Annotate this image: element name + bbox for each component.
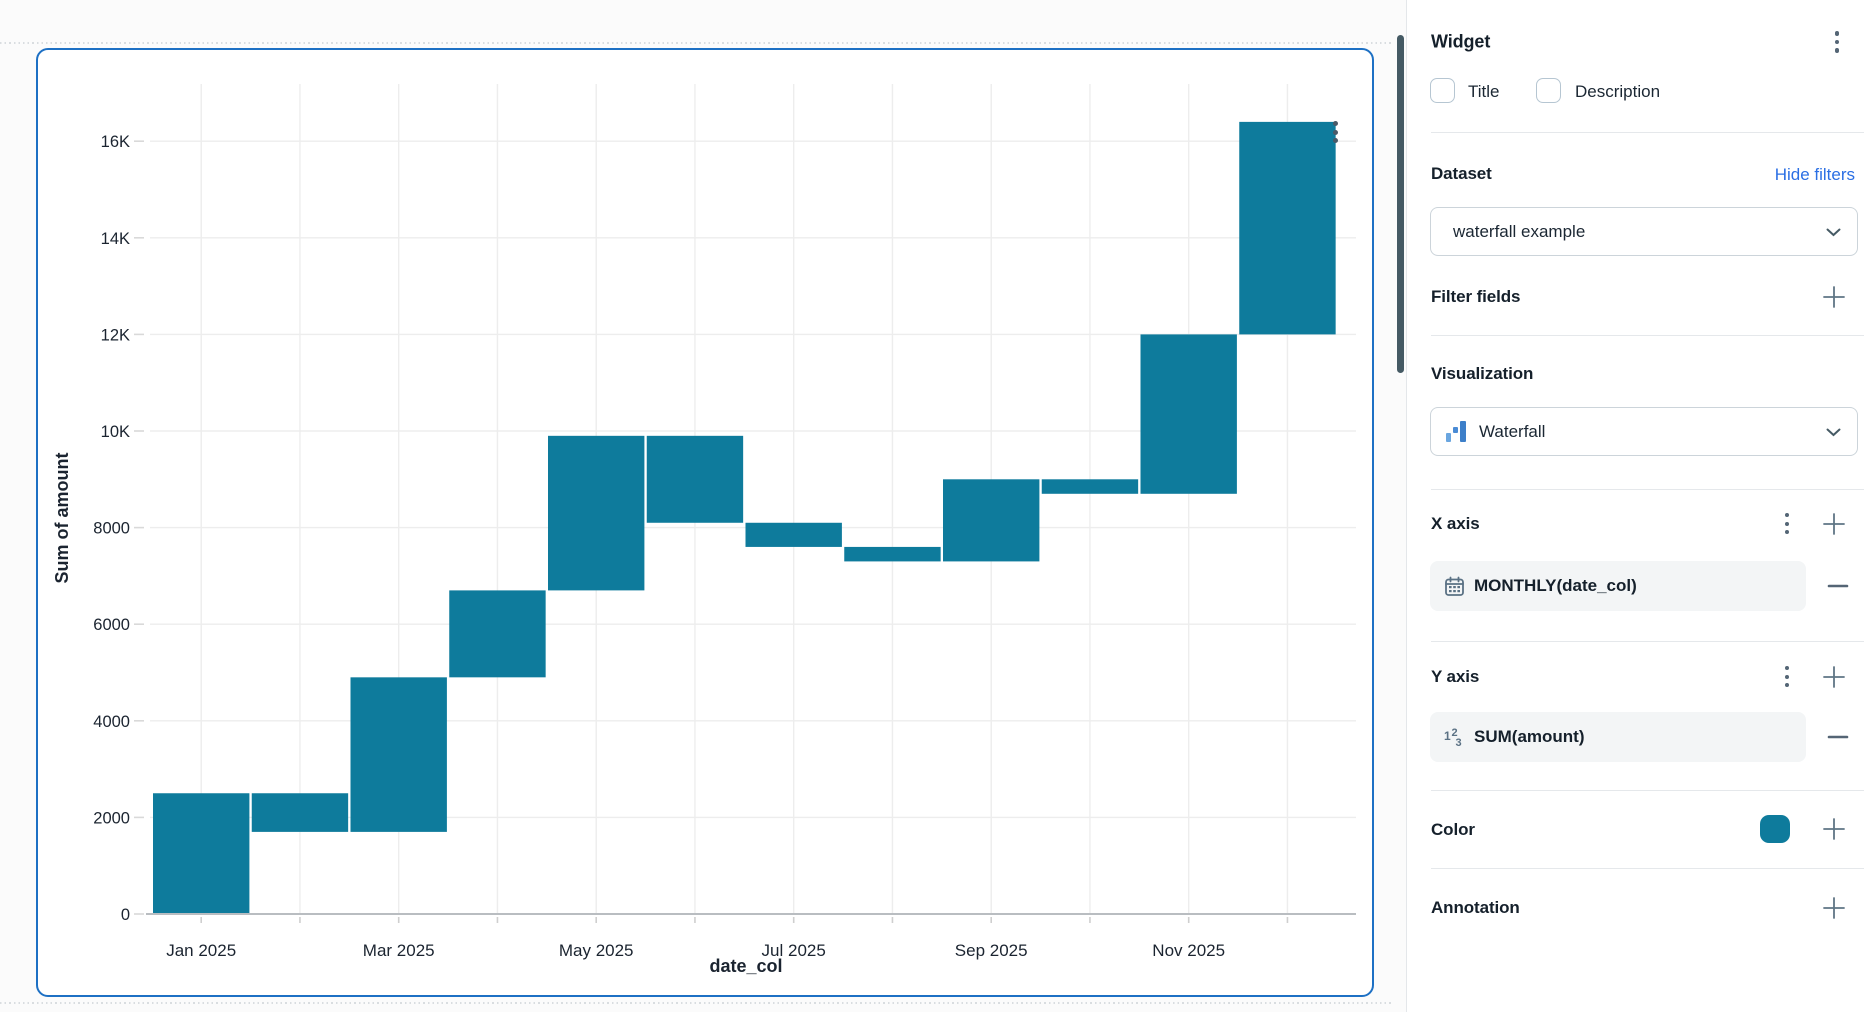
y-axis-kebab-menu-icon[interactable] bbox=[1776, 663, 1798, 691]
visualization-label: Visualization bbox=[1431, 364, 1534, 383]
waterfall-bar-Oct 2025[interactable] bbox=[1041, 479, 1139, 494]
waterfall-bar-May 2025[interactable] bbox=[548, 435, 645, 591]
waterfall-bar-Aug 2025[interactable] bbox=[844, 546, 941, 562]
y-tick-label: 2000 bbox=[93, 809, 130, 827]
color-swatch[interactable] bbox=[1760, 815, 1790, 843]
y-tick-label: 10K bbox=[101, 423, 130, 441]
divider bbox=[1431, 132, 1864, 133]
panel-kebab-menu-icon[interactable] bbox=[1826, 28, 1848, 56]
waterfall-bar-Dec 2025[interactable] bbox=[1239, 121, 1336, 335]
visualization-select-value: Waterfall bbox=[1479, 421, 1546, 441]
waterfall-bar-Mar 2025[interactable] bbox=[350, 677, 447, 832]
y-axis-label: Y axis bbox=[1431, 667, 1480, 686]
x-tick-label: Jul 2025 bbox=[762, 941, 826, 960]
chevron-down-icon bbox=[1826, 228, 1841, 236]
chart-widget-card[interactable]: 0 2000 4000 6000 8000 10K 12K 14K 16K Jan 2025 Mar… bbox=[36, 48, 1374, 997]
y-tick-label: 0 bbox=[121, 906, 130, 924]
annotation-plus-icon[interactable] bbox=[1820, 894, 1848, 922]
dataset-label: Dataset bbox=[1431, 164, 1492, 183]
waterfall-bar-Jun 2025[interactable] bbox=[646, 435, 744, 523]
color-plus-icon[interactable] bbox=[1820, 815, 1848, 843]
title-checkbox[interactable] bbox=[1430, 78, 1455, 103]
x-axis-field: MONTHLY(date_col) bbox=[1474, 576, 1637, 595]
x-tick-label: Jan 2025 bbox=[166, 941, 236, 960]
y-tick-label: 14K bbox=[101, 230, 130, 248]
x-axis-title: date_col bbox=[709, 956, 782, 976]
divider bbox=[1431, 335, 1864, 336]
x-tick-label: Mar 2025 bbox=[363, 941, 435, 960]
svg-text:3: 3 bbox=[1456, 737, 1462, 749]
x-tick-label: Nov 2025 bbox=[1152, 941, 1225, 960]
waterfall-bar-Jan 2025[interactable] bbox=[153, 793, 250, 914]
panel-title: Widget bbox=[1431, 31, 1491, 52]
calendar-icon bbox=[1445, 576, 1464, 596]
y-axis-remove-minus-icon[interactable] bbox=[1824, 723, 1852, 751]
waterfall-viz-icon bbox=[1446, 420, 1466, 442]
divider bbox=[1431, 868, 1864, 869]
x-tick-label: Sep 2025 bbox=[955, 941, 1028, 960]
waterfall-bar-Jul 2025[interactable] bbox=[745, 522, 842, 547]
y-axis-plus-icon[interactable] bbox=[1820, 663, 1848, 691]
waterfall-bar-Feb 2025[interactable] bbox=[251, 793, 349, 832]
waterfall-bar-Sep 2025[interactable] bbox=[943, 479, 1040, 562]
canvas-grid-guide-top bbox=[0, 42, 1392, 44]
dataset-select-value: waterfall example bbox=[1453, 221, 1586, 241]
waterfall-bar-Apr 2025[interactable] bbox=[449, 590, 546, 678]
x-axis-plus-icon[interactable] bbox=[1820, 510, 1848, 538]
y-axis-field-pill[interactable]: 1 2 3 SUM(amount) bbox=[1430, 712, 1806, 762]
x-axis-field-pill[interactable]: MONTHLY(date_col) bbox=[1430, 561, 1806, 611]
widget-kebab-menu-icon[interactable] bbox=[1324, 118, 1346, 146]
waterfall-chart: 0 2000 4000 6000 8000 10K 12K 14K 16K Jan 2025 Mar… bbox=[52, 84, 1356, 976]
y-axis-field: SUM(amount) bbox=[1474, 727, 1585, 746]
canvas-scrollbar[interactable] bbox=[1397, 35, 1404, 373]
number-123-icon: 1 2 3 bbox=[1444, 727, 1462, 749]
y-tick-label: 4000 bbox=[93, 713, 130, 731]
canvas-grid-guide-bottom bbox=[0, 1002, 1392, 1004]
x-axis-kebab-menu-icon[interactable] bbox=[1776, 510, 1798, 538]
hide-filters-link[interactable]: Hide filters bbox=[1774, 165, 1855, 184]
divider bbox=[1431, 489, 1864, 490]
description-checkbox-label[interactable]: Description bbox=[1575, 82, 1661, 101]
y-axis-title: Sum of amount bbox=[52, 453, 72, 584]
description-checkbox[interactable] bbox=[1536, 78, 1561, 103]
waterfall-bar-Nov 2025[interactable] bbox=[1140, 334, 1237, 494]
svg-text:2: 2 bbox=[1452, 727, 1458, 739]
chevron-down-icon bbox=[1826, 428, 1841, 436]
x-axis-remove-minus-icon[interactable] bbox=[1824, 572, 1852, 600]
y-tick-label: 6000 bbox=[93, 616, 130, 634]
color-label: Color bbox=[1431, 820, 1475, 839]
title-checkbox-label[interactable]: Title bbox=[1468, 82, 1500, 101]
svg-text:1: 1 bbox=[1444, 729, 1451, 743]
visualization-select[interactable]: Waterfall bbox=[1430, 407, 1858, 456]
add-filter-field-plus-icon[interactable] bbox=[1820, 283, 1848, 311]
y-tick-label: 8000 bbox=[93, 520, 130, 538]
filter-fields-label: Filter fields bbox=[1431, 287, 1521, 306]
widget-config-panel bbox=[1406, 0, 1864, 1012]
y-tick-label: 16K bbox=[101, 133, 130, 151]
x-axis-label: X axis bbox=[1431, 514, 1480, 533]
annotation-label: Annotation bbox=[1431, 898, 1520, 917]
divider bbox=[1431, 790, 1864, 791]
x-tick-label: May 2025 bbox=[559, 941, 634, 960]
y-tick-label: 12K bbox=[101, 326, 130, 344]
dataset-select[interactable]: waterfall example bbox=[1430, 207, 1858, 256]
divider bbox=[1431, 641, 1864, 642]
